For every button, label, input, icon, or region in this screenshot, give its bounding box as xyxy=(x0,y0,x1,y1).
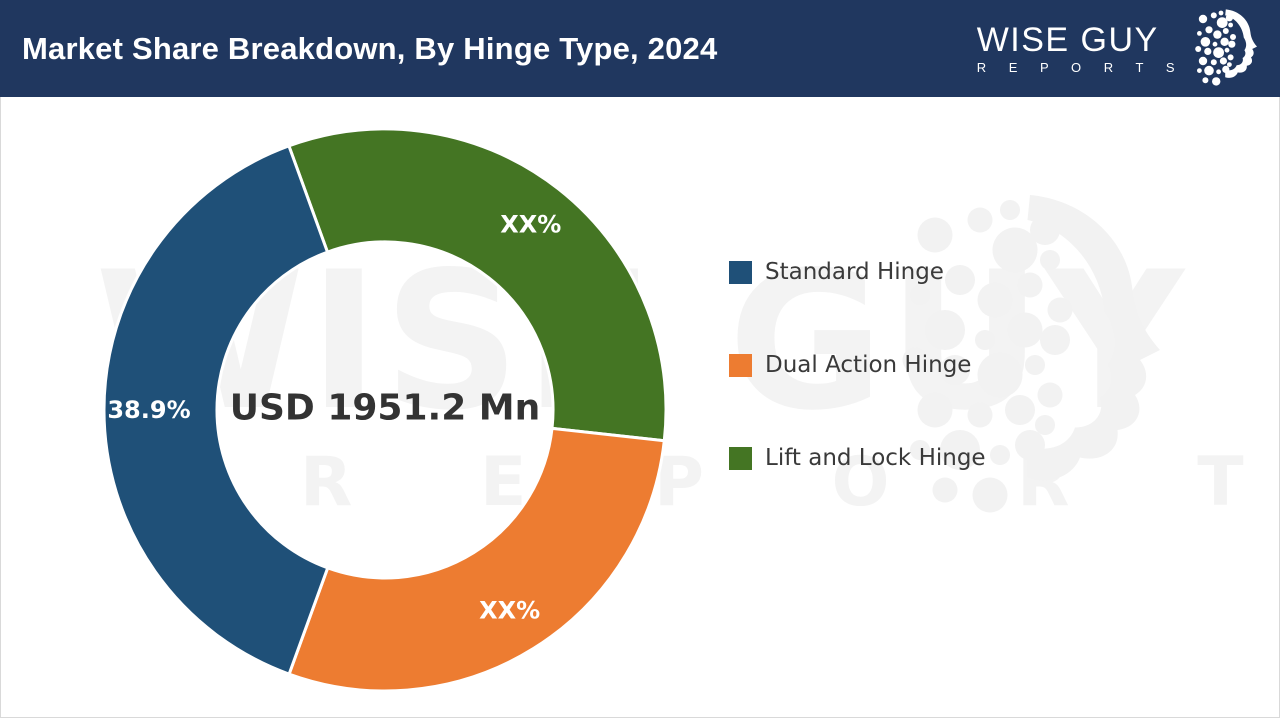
legend: Standard Hinge Dual Action Hinge Lift an… xyxy=(729,259,986,471)
logo-text: WISE GUY R E P O R T S xyxy=(976,20,1184,76)
wiseguy-logo: WISE GUY R E P O R T S xyxy=(977,7,1266,91)
logo-subtitle: R E P O R T S xyxy=(976,60,1184,76)
header-bar: Market Share Breakdown, By Hinge Type, 2… xyxy=(0,0,1280,97)
legend-item-standard-hinge: Standard Hinge xyxy=(729,259,986,285)
logo-wordmark: WISE GUY xyxy=(976,20,1159,59)
legend-item-dual-action-hinge: Dual Action Hinge xyxy=(729,352,986,378)
segment-value-label: 38.9% xyxy=(107,396,190,424)
legend-item-lift-and-lock-hinge: Lift and Lock Hinge xyxy=(729,445,986,471)
legend-swatch-dual-action-hinge xyxy=(729,353,752,377)
legend-swatch-lift-and-lock-hinge xyxy=(729,446,752,470)
legend-label: Standard Hinge xyxy=(765,259,944,285)
page-title: Market Share Breakdown, By Hinge Type, 2… xyxy=(22,30,718,66)
watermark-subtitle: R E P O R T S xyxy=(300,443,1280,522)
logo-head-icon xyxy=(1195,8,1257,86)
donut-segment-standard-hinge xyxy=(102,144,330,676)
segment-value-label: XX% xyxy=(500,210,561,238)
chart-center-value: USD 1951.2 Mn xyxy=(229,387,541,429)
legend-swatch-standard-hinge xyxy=(729,260,752,284)
legend-label: Lift and Lock Hinge xyxy=(765,445,986,471)
donut-segment-dual-action-hinge xyxy=(287,426,666,693)
donut-segment-lift-and-lock-hinge xyxy=(287,127,668,443)
legend-label: Dual Action Hinge xyxy=(765,352,972,378)
segment-value-label: XX% xyxy=(479,596,540,624)
